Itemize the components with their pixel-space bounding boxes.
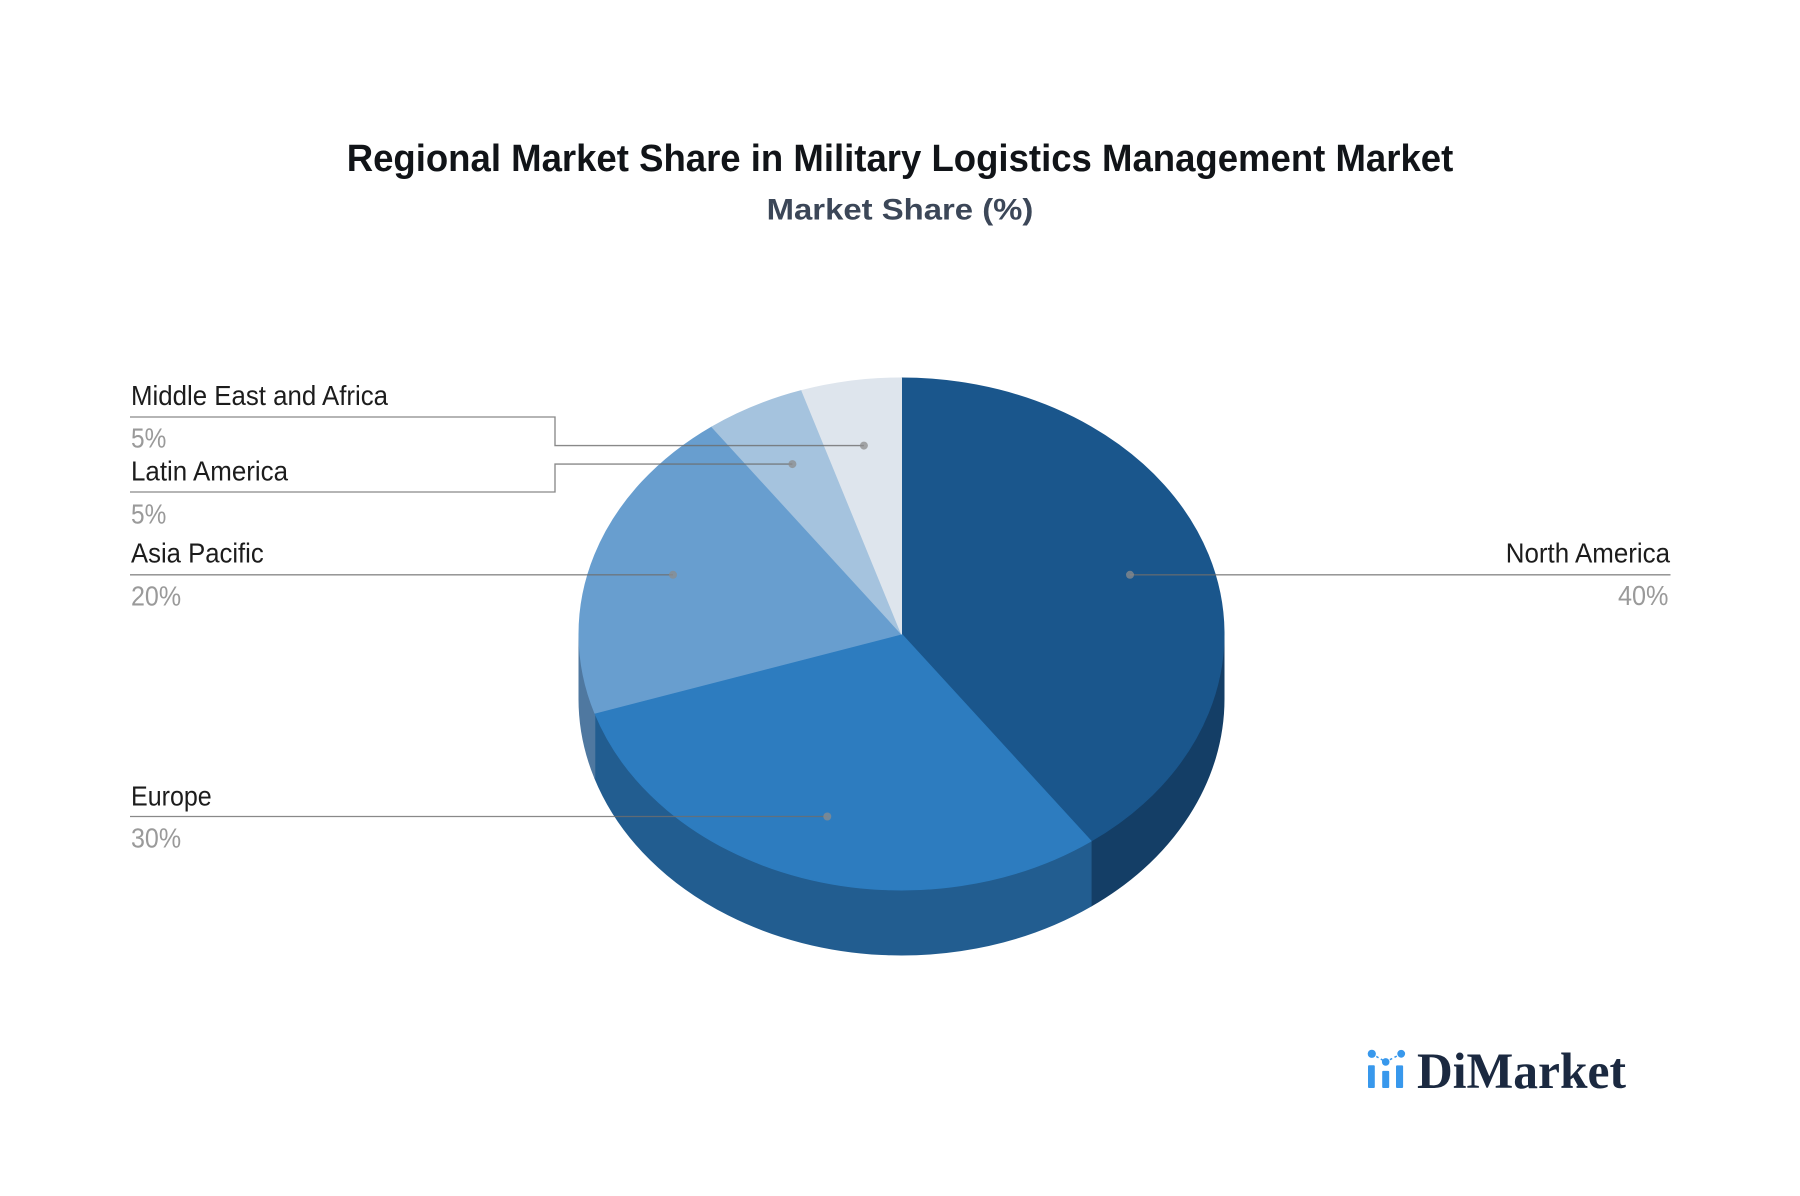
svg-text:30%: 30% [131, 823, 181, 854]
svg-text:Regional Market Share in Milit: Regional Market Share in Military Logist… [347, 138, 1454, 180]
svg-text:Asia Pacific: Asia Pacific [131, 538, 264, 569]
svg-text:40%: 40% [1618, 580, 1669, 611]
svg-text:North America: North America [1506, 537, 1671, 568]
svg-text:Europe: Europe [131, 780, 212, 811]
svg-text:DiMarket: DiMarket [1417, 1043, 1626, 1099]
svg-text:20%: 20% [131, 580, 181, 611]
svg-text:Latin America: Latin America [131, 456, 288, 487]
svg-text:Middle East and Africa: Middle East and Africa [131, 380, 388, 411]
svg-text:Market Share (%): Market Share (%) [767, 193, 1034, 226]
svg-text:5%: 5% [131, 422, 166, 453]
svg-text:5%: 5% [131, 499, 166, 530]
